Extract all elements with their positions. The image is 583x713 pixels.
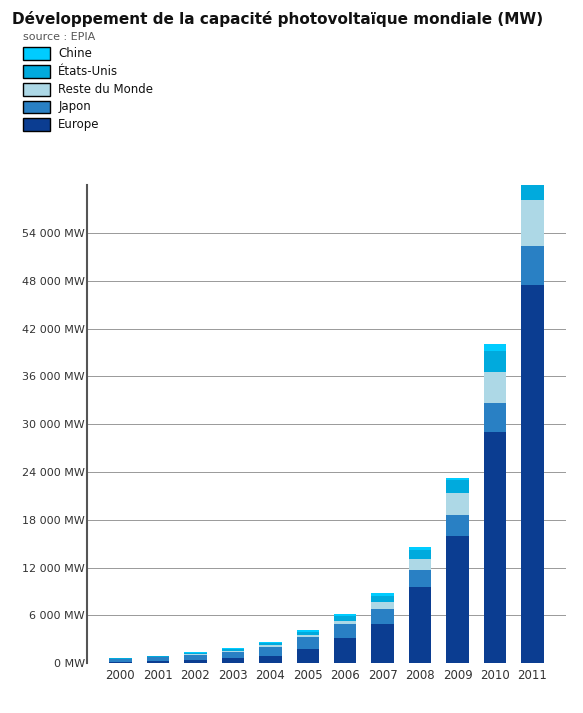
Bar	[184, 660, 206, 663]
Bar	[334, 616, 356, 621]
Bar	[259, 642, 282, 645]
Text: États-Unis: États-Unis	[58, 65, 118, 78]
Text: Japon: Japon	[58, 101, 91, 113]
Bar	[409, 559, 431, 570]
Bar	[409, 550, 431, 559]
Bar	[184, 652, 206, 654]
Bar	[184, 655, 206, 660]
Bar	[447, 478, 469, 480]
Bar	[222, 648, 244, 649]
Bar	[371, 609, 394, 624]
Text: source : EPIA: source : EPIA	[23, 32, 96, 42]
Bar	[222, 652, 244, 658]
Bar	[409, 570, 431, 588]
Bar	[334, 637, 356, 663]
Bar	[521, 285, 544, 663]
Bar	[484, 352, 506, 371]
Bar	[184, 654, 206, 655]
Bar	[222, 658, 244, 663]
Bar	[371, 596, 394, 602]
Bar	[109, 662, 132, 663]
Bar	[521, 200, 544, 246]
Bar	[484, 344, 506, 352]
Bar	[409, 547, 431, 550]
Bar	[334, 624, 356, 637]
Bar	[484, 404, 506, 432]
Bar	[484, 371, 506, 404]
Bar	[409, 588, 431, 663]
Text: Reste du Monde: Reste du Monde	[58, 83, 153, 96]
Bar	[447, 493, 469, 515]
Bar	[334, 621, 356, 624]
Bar	[447, 515, 469, 535]
Bar	[147, 657, 169, 661]
Bar	[447, 480, 469, 493]
Bar	[259, 647, 282, 656]
Bar	[259, 656, 282, 663]
Bar	[334, 615, 356, 616]
Bar	[447, 535, 469, 663]
Bar	[521, 149, 544, 165]
Text: Développement de la capacité photovoltaïque mondiale (MW): Développement de la capacité photovoltaï…	[12, 11, 543, 26]
Bar	[147, 661, 169, 663]
Bar	[371, 593, 394, 596]
Bar	[109, 660, 132, 662]
Bar	[297, 630, 319, 632]
Bar	[297, 632, 319, 635]
Bar	[297, 649, 319, 663]
Bar	[521, 165, 544, 200]
Bar	[297, 637, 319, 649]
Bar	[371, 602, 394, 609]
Bar	[521, 246, 544, 285]
Text: Chine: Chine	[58, 47, 92, 60]
Bar	[147, 656, 169, 657]
Bar	[297, 635, 319, 637]
Bar	[259, 645, 282, 647]
Bar	[484, 432, 506, 663]
Text: Europe: Europe	[58, 118, 100, 131]
Bar	[222, 649, 244, 650]
Bar	[222, 650, 244, 652]
Bar	[371, 624, 394, 663]
